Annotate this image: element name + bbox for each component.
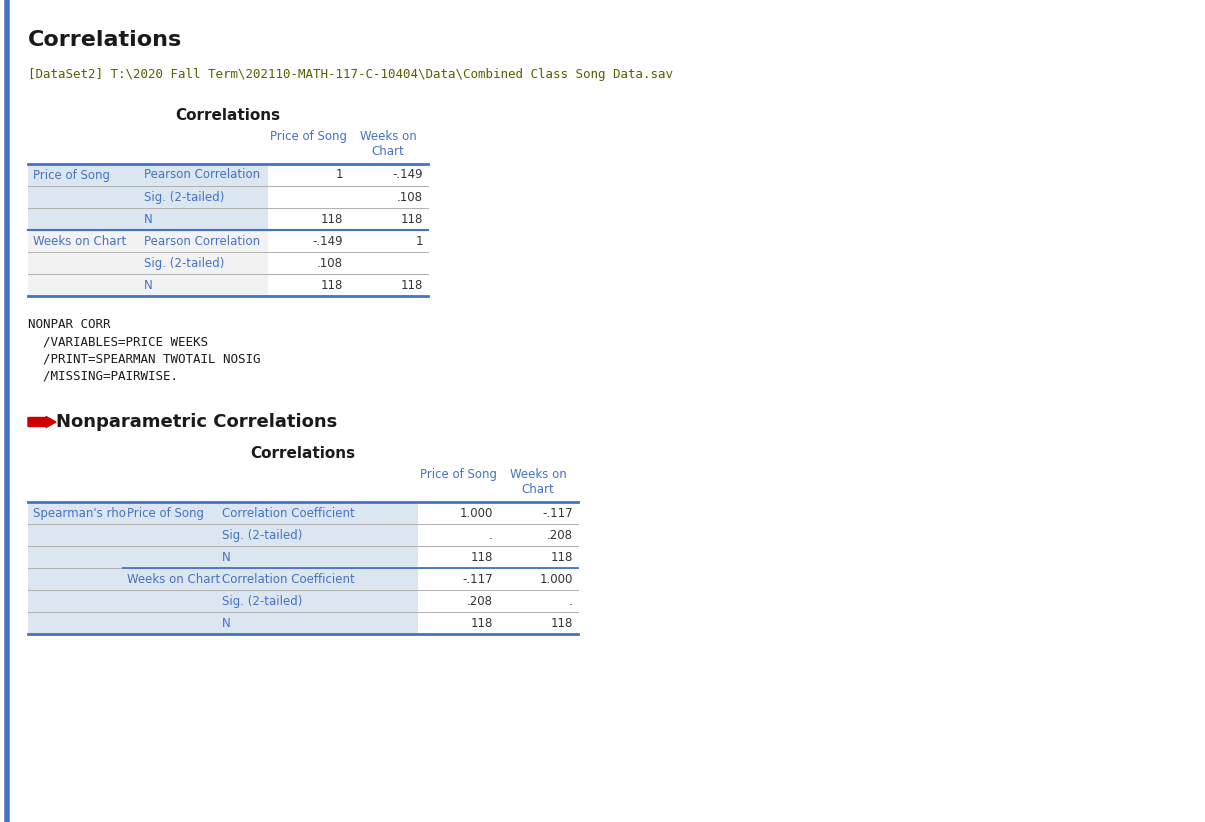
Bar (498, 568, 578, 590)
Text: -.117: -.117 (542, 506, 574, 520)
Bar (28, 590, 418, 612)
Text: Correlation Coefficient: Correlation Coefficient (222, 572, 354, 585)
Bar (498, 612, 578, 634)
Text: 118: 118 (400, 279, 423, 292)
Text: .: . (489, 529, 493, 542)
Text: .: . (569, 594, 574, 607)
Text: 1.000: 1.000 (459, 506, 493, 520)
Text: 1.000: 1.000 (540, 572, 574, 585)
Bar (268, 274, 348, 296)
Bar (268, 186, 348, 208)
Bar (28, 612, 418, 634)
Bar (498, 502, 578, 524)
Bar (268, 208, 348, 230)
Text: Weeks on Chart: Weeks on Chart (33, 234, 127, 247)
Bar (498, 546, 578, 568)
Text: 118: 118 (321, 213, 343, 225)
Text: Price of Song: Price of Song (33, 169, 110, 182)
Text: 1: 1 (416, 234, 423, 247)
Text: /VARIABLES=PRICE WEEKS: /VARIABLES=PRICE WEEKS (28, 335, 208, 348)
Text: N: N (222, 551, 230, 564)
Bar (268, 230, 348, 252)
Text: Sig. (2-tailed): Sig. (2-tailed) (222, 594, 302, 607)
Text: Weeks on
Chart: Weeks on Chart (359, 130, 417, 158)
Text: -.117: -.117 (463, 572, 493, 585)
Text: Sig. (2-tailed): Sig. (2-tailed) (145, 191, 224, 204)
Bar (418, 502, 498, 524)
Bar (348, 164, 428, 186)
Text: .108: .108 (396, 191, 423, 204)
Bar (498, 590, 578, 612)
Bar (28, 252, 268, 274)
Text: 118: 118 (321, 279, 343, 292)
Text: Price of Song: Price of Song (270, 130, 347, 143)
Text: Correlations: Correlations (251, 446, 355, 461)
Text: /PRINT=SPEARMAN TWOTAIL NOSIG: /PRINT=SPEARMAN TWOTAIL NOSIG (28, 352, 260, 365)
Text: 118: 118 (551, 616, 574, 630)
Text: Sig. (2-tailed): Sig. (2-tailed) (145, 256, 224, 270)
Text: 118: 118 (551, 551, 574, 564)
Text: 1: 1 (335, 169, 343, 182)
Bar (348, 208, 428, 230)
Bar (28, 230, 268, 252)
Text: Price of Song: Price of Song (127, 506, 204, 520)
Text: .208: .208 (547, 529, 574, 542)
Bar (418, 590, 498, 612)
Text: Correlations: Correlations (176, 108, 281, 123)
Text: Sig. (2-tailed): Sig. (2-tailed) (222, 529, 302, 542)
Text: .208: .208 (468, 594, 493, 607)
Bar (28, 164, 268, 186)
Text: Price of Song: Price of Song (419, 468, 496, 481)
Bar (348, 252, 428, 274)
Bar (28, 546, 418, 568)
Bar (268, 164, 348, 186)
Text: -.149: -.149 (312, 234, 343, 247)
Bar (268, 252, 348, 274)
Text: Weeks on
Chart: Weeks on Chart (510, 468, 566, 496)
Text: 118: 118 (471, 551, 493, 564)
Bar (348, 230, 428, 252)
Text: Pearson Correlation: Pearson Correlation (145, 234, 260, 247)
Text: NONPAR CORR: NONPAR CORR (28, 318, 111, 331)
Text: Spearman's rho: Spearman's rho (33, 506, 125, 520)
Bar (418, 546, 498, 568)
Bar (418, 568, 498, 590)
Text: Correlations: Correlations (28, 30, 182, 50)
Text: -.149: -.149 (393, 169, 423, 182)
Text: [DataSet2] T:\2020 Fall Term\202110-MATH-117-C-10404\Data\Combined Class Song Da: [DataSet2] T:\2020 Fall Term\202110-MATH… (28, 68, 674, 81)
Bar (28, 186, 268, 208)
Bar (28, 208, 268, 230)
Text: Pearson Correlation: Pearson Correlation (145, 169, 260, 182)
Bar (348, 274, 428, 296)
Text: Correlation Coefficient: Correlation Coefficient (222, 506, 354, 520)
Bar (28, 274, 268, 296)
Bar (418, 524, 498, 546)
Text: 118: 118 (400, 213, 423, 225)
Text: .108: .108 (317, 256, 343, 270)
Text: N: N (145, 213, 153, 225)
Text: N: N (145, 279, 153, 292)
Bar (28, 502, 418, 524)
Text: Nonparametric Correlations: Nonparametric Correlations (55, 413, 337, 431)
Text: /MISSING=PAIRWISE.: /MISSING=PAIRWISE. (28, 369, 178, 382)
Bar (28, 524, 418, 546)
Bar (28, 568, 418, 590)
Bar (348, 186, 428, 208)
Text: Weeks on Chart: Weeks on Chart (127, 572, 221, 585)
Text: N: N (222, 616, 230, 630)
Bar (418, 612, 498, 634)
Text: 118: 118 (471, 616, 493, 630)
FancyArrow shape (28, 417, 55, 427)
Bar (498, 524, 578, 546)
